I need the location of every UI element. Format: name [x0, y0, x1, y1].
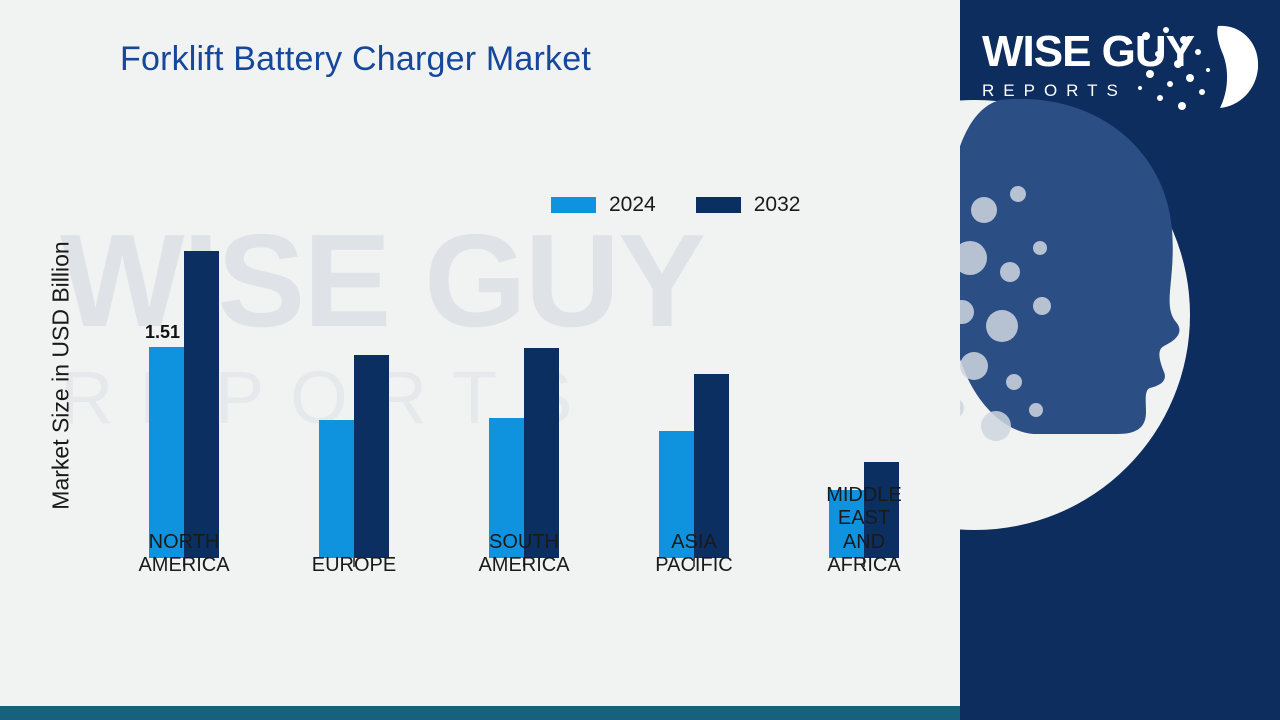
bar-2024[interactable]	[829, 489, 864, 558]
x-axis-category-label-line: EAST	[837, 507, 891, 530]
legend-swatch-2024	[551, 197, 596, 213]
bar-2024[interactable]	[659, 430, 694, 558]
brand-logo: WISE GUY REPORTS	[982, 25, 1262, 120]
x-axis-category-label-line: PACIFIC	[655, 554, 733, 577]
chart-legend: 2024 2032	[551, 193, 800, 217]
x-axis-category-label-line: AND	[842, 530, 886, 553]
logo-dots-icon	[1138, 25, 1259, 110]
bar-2032[interactable]	[184, 250, 219, 558]
x-axis-category-label-line: AFRICA	[827, 554, 901, 577]
legend-label-2032: 2032	[753, 193, 801, 216]
x-axis-category-label-line: SOUTH	[489, 530, 559, 553]
x-axis-category-label-line: NORTH	[148, 530, 220, 553]
brand-panel: WISE GUY REPORTS	[960, 0, 1280, 720]
bar-2024[interactable]	[319, 419, 354, 558]
bar-2032[interactable]	[694, 373, 729, 558]
legend-item-2032: 2032	[695, 193, 801, 217]
x-axis-category-label-line: MIDDLE	[826, 483, 902, 506]
x-axis-category-label-line: AMERICA	[138, 554, 230, 577]
x-axis-category-label-line: EUROPE	[311, 554, 397, 577]
bar-2032[interactable]	[524, 348, 559, 558]
x-axis-category-label-line: ASIA	[671, 530, 717, 553]
legend-item-2024: 2024	[551, 193, 656, 217]
x-axis-tick	[353, 558, 355, 567]
x-axis-tick	[863, 558, 865, 567]
brand-logo-sub-text: REPORTS	[982, 81, 1127, 100]
page-title: Forklift Battery Charger Market	[120, 40, 591, 78]
bar-2024[interactable]	[149, 347, 184, 558]
bottom-accent-strip	[0, 706, 960, 720]
x-axis-tick	[693, 558, 695, 567]
legend-label-2024: 2024	[609, 193, 656, 216]
bar-2024[interactable]	[489, 418, 524, 558]
x-axis-category-label: NORTH AMERICA	[102, 531, 266, 578]
legend-swatch-2032	[695, 197, 741, 213]
head-silhouette-icon	[960, 98, 1180, 441]
x-axis-category-label: EUROPE	[272, 554, 436, 578]
x-axis-category-label: ASIA PACIFIC	[612, 531, 776, 578]
bar-2032[interactable]	[354, 355, 389, 558]
x-axis-tick	[183, 558, 185, 567]
x-axis-category-label: SOUTH AMERICA	[442, 531, 606, 578]
chart-plot-area: 1.51 NORTH AMERICA EUROPE SOUTH AMERICA ASIA PA…	[102, 250, 946, 578]
molecule-dots-cluster	[960, 186, 1051, 441]
x-axis-category-label: MIDDLE EAST AND AFRICA	[782, 484, 946, 578]
x-axis-tick	[523, 558, 525, 567]
bar-value-label: 1.51	[145, 322, 181, 343]
bar-2032[interactable]	[864, 461, 899, 558]
x-axis-category-label-line: AMERICA	[478, 554, 570, 577]
